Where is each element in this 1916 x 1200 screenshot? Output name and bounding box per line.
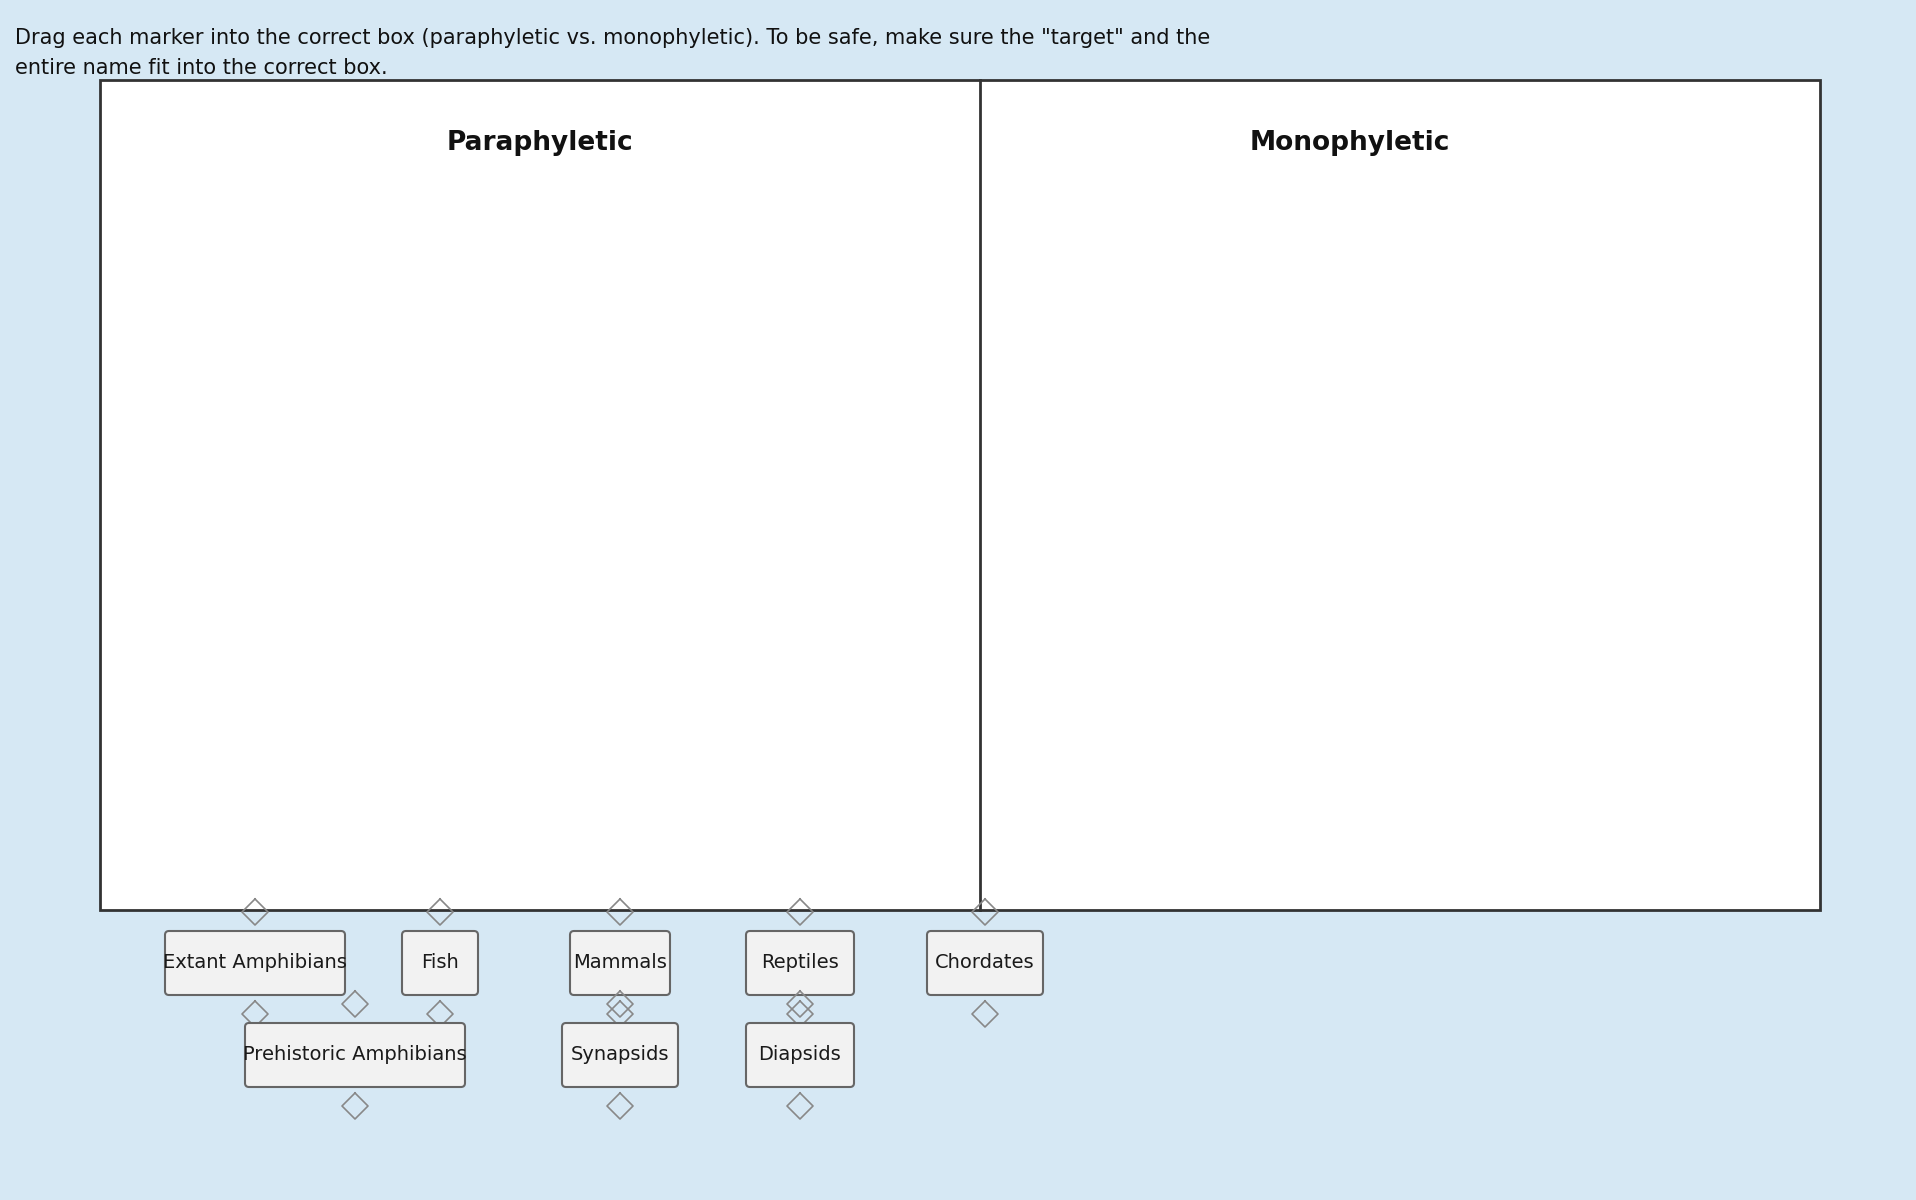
FancyBboxPatch shape — [402, 931, 477, 995]
FancyBboxPatch shape — [745, 1022, 855, 1087]
FancyBboxPatch shape — [561, 1022, 678, 1087]
Text: Reptiles: Reptiles — [761, 954, 839, 972]
Text: entire name fit into the correct box.: entire name fit into the correct box. — [15, 58, 387, 78]
Text: Fish: Fish — [422, 954, 458, 972]
Text: Chordates: Chordates — [935, 954, 1035, 972]
Text: Monophyletic: Monophyletic — [1249, 130, 1450, 156]
FancyBboxPatch shape — [100, 80, 1820, 910]
FancyBboxPatch shape — [165, 931, 345, 995]
Text: Mammals: Mammals — [573, 954, 667, 972]
FancyBboxPatch shape — [745, 931, 855, 995]
Text: Paraphyletic: Paraphyletic — [446, 130, 634, 156]
Text: Diapsids: Diapsids — [759, 1045, 841, 1064]
FancyBboxPatch shape — [927, 931, 1042, 995]
FancyBboxPatch shape — [245, 1022, 466, 1087]
Text: Drag each marker into the correct box (paraphyletic vs. monophyletic). To be saf: Drag each marker into the correct box (p… — [15, 28, 1211, 48]
Text: Prehistoric Amphibians: Prehistoric Amphibians — [243, 1045, 468, 1064]
Text: Synapsids: Synapsids — [571, 1045, 669, 1064]
FancyBboxPatch shape — [569, 931, 671, 995]
Text: Extant Amphibians: Extant Amphibians — [163, 954, 347, 972]
